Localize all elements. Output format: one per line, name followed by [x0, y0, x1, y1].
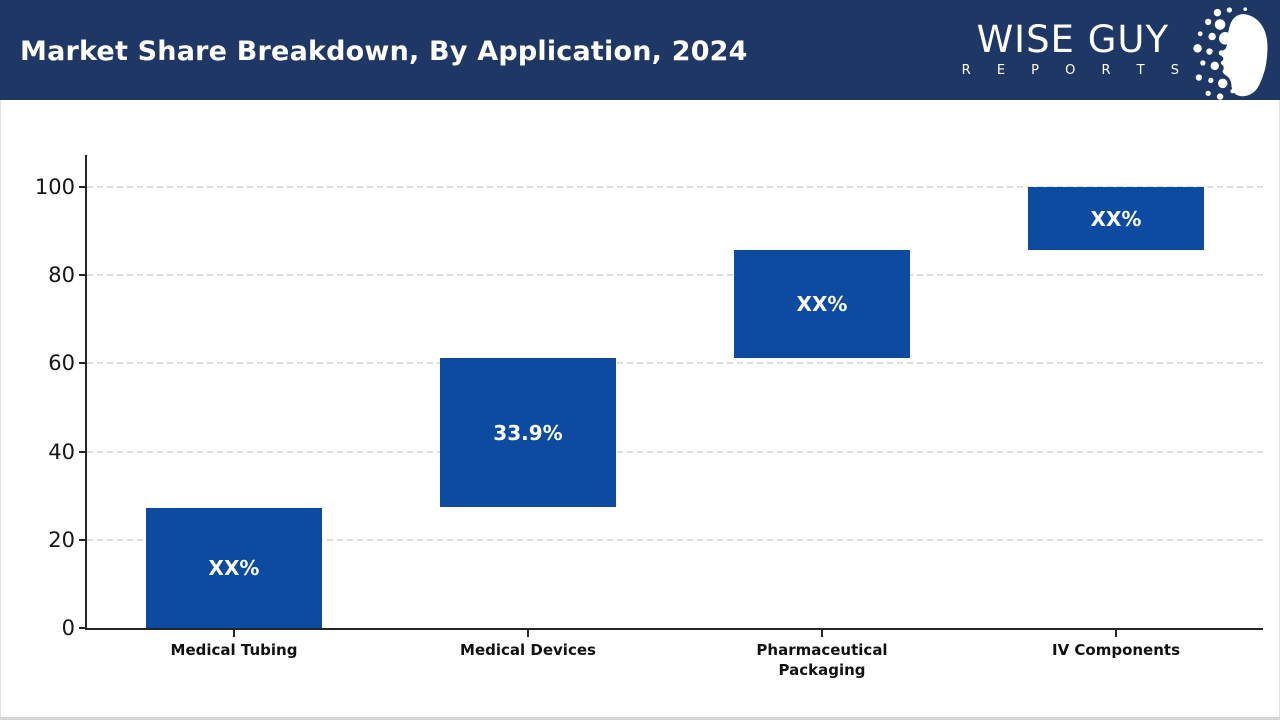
y-tick-20 — [79, 538, 87, 541]
y-tick-label-80: 80 — [48, 263, 75, 288]
x-tick-1 — [527, 630, 529, 637]
y-tick-label-60: 60 — [48, 351, 75, 376]
x-axis — [85, 628, 1263, 630]
bar-value-label: XX% — [1090, 206, 1142, 231]
category-label-1: Medical Devices — [460, 641, 596, 659]
y-tick-60 — [79, 362, 87, 365]
y-tick-label-100: 100 — [34, 175, 75, 199]
brand-logo-reports: R E P O R T S — [961, 63, 1190, 78]
category-label-2: Pharmaceutical Packaging — [756, 641, 888, 679]
brand-logo-wiseguy: WISE GUY — [976, 18, 1170, 61]
y-tick-label-0: 0 — [61, 616, 75, 640]
gridline-80 — [87, 274, 1263, 277]
y-tick-label-40: 40 — [48, 439, 75, 464]
y-tick-40 — [79, 450, 87, 453]
gridline-20 — [87, 538, 1263, 541]
gridline-40 — [87, 450, 1263, 453]
header-bar: Market Share Breakdown, By Application, … — [0, 0, 1280, 100]
y-axis — [85, 155, 87, 630]
bar-3: XX% — [1028, 187, 1204, 250]
x-tick-0 — [233, 630, 235, 637]
bar-value-label: 33.9% — [493, 420, 563, 445]
x-tick-2 — [821, 630, 823, 637]
bar-2: XX% — [734, 250, 910, 358]
y-tick-label-20: 20 — [48, 527, 75, 552]
chart-plot-area: 0 20 40 60 80 100 XX% Medical Tubing 33.9% Medica… — [0, 100, 1280, 720]
bar-0: XX% — [146, 508, 322, 628]
brand-logo-head-icon — [1193, 7, 1268, 100]
brand-logo: WISE GUY R E P O R T S — [962, 4, 1268, 100]
bottom-border — [0, 717, 1280, 720]
category-label-0: Medical Tubing — [170, 641, 298, 659]
gridline-100 — [87, 186, 1263, 188]
brand-logo-text: WISE GUY R E P O R T S — [956, 18, 1190, 78]
y-tick-0 — [79, 627, 87, 629]
y-tick-80 — [79, 274, 87, 277]
bar-value-label: XX% — [208, 556, 260, 580]
gridline-60 — [87, 362, 1263, 365]
chart-title: Market Share Breakdown, By Application, … — [20, 36, 748, 67]
bar-value-label: XX% — [796, 292, 848, 316]
x-tick-3 — [1115, 630, 1117, 637]
y-tick-100 — [79, 186, 87, 188]
category-label-3: IV Components — [1051, 641, 1181, 659]
bar-1: 33.9% — [440, 358, 616, 507]
